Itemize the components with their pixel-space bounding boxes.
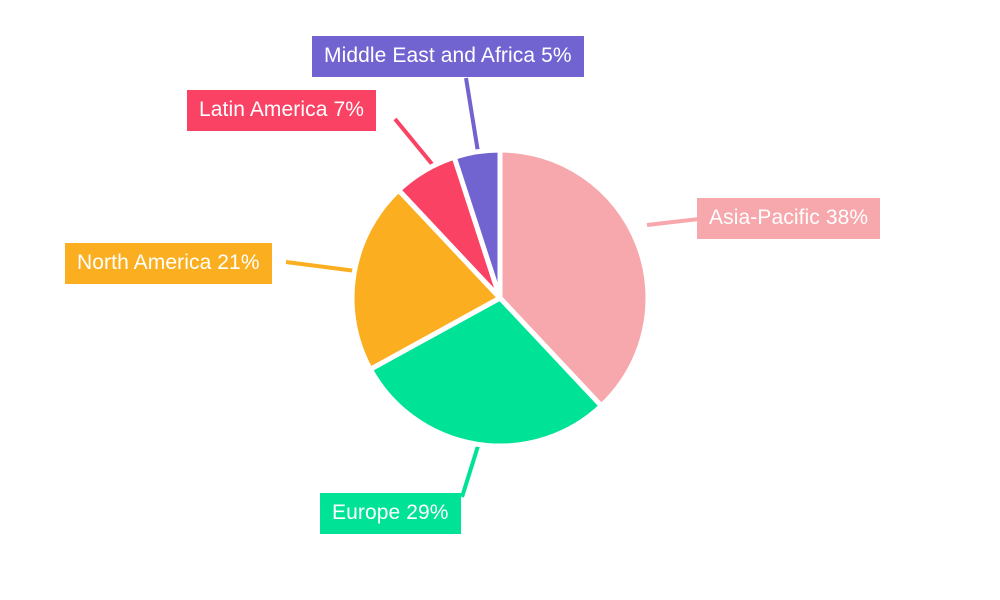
pie-slices xyxy=(349,147,651,449)
leader-line xyxy=(285,260,357,273)
pie-slice[interactable] xyxy=(497,147,651,409)
leader-line xyxy=(393,117,434,166)
slice-label-latin-america[interactable]: Latin America 7% xyxy=(187,90,377,131)
leader-line xyxy=(646,217,700,227)
slice-label-middle-east-and-africa[interactable]: Middle East and Africa 5% xyxy=(312,36,584,77)
slice-label-north-america[interactable]: North America 21% xyxy=(65,243,272,284)
slice-label-asia-pacific[interactable]: Asia-Pacific 38% xyxy=(697,198,881,239)
leader-line xyxy=(460,445,480,498)
pie-slice[interactable] xyxy=(349,187,503,372)
pie-slice[interactable] xyxy=(367,295,604,449)
slice-label-europe[interactable]: Europe 29% xyxy=(320,493,461,534)
leader-line xyxy=(464,77,480,153)
pie-leader-lines xyxy=(285,77,700,498)
pie-slice[interactable] xyxy=(451,147,503,301)
